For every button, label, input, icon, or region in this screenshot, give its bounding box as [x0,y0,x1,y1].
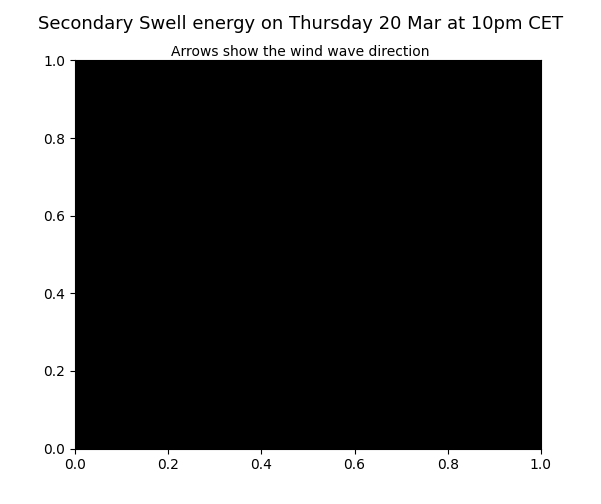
Text: Secondary Swell energy on Thursday 20 Mar at 10pm CET: Secondary Swell energy on Thursday 20 Ma… [38,15,563,33]
Text: Arrows show the wind wave direction: Arrows show the wind wave direction [171,45,430,59]
